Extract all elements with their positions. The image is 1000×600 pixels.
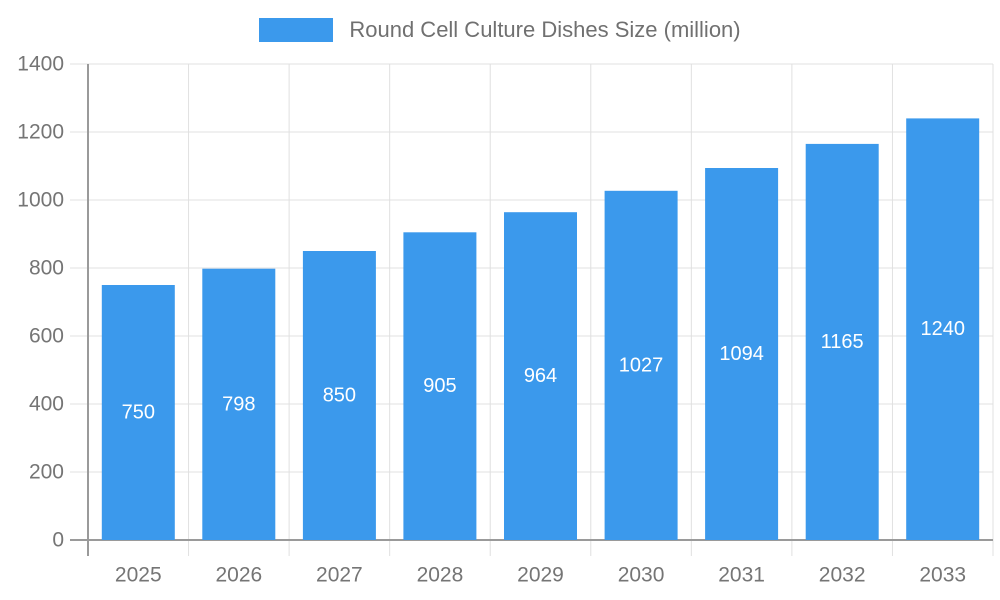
x-tick-label-2030: 2030 xyxy=(618,564,665,587)
x-tick-label-2031: 2031 xyxy=(718,564,765,587)
y-tick-label-200: 200 xyxy=(29,461,64,484)
x-tick-label-2025: 2025 xyxy=(115,564,162,587)
y-tick-label-1000: 1000 xyxy=(17,189,64,212)
bar-2028[interactable] xyxy=(403,232,477,541)
x-tick-label-2033: 2033 xyxy=(919,564,966,587)
x-tick-label-2027: 2027 xyxy=(316,564,363,587)
bar-value-label-2031: 1094 xyxy=(719,343,764,365)
bar-2027[interactable] xyxy=(302,251,376,540)
x-tick-label-2028: 2028 xyxy=(417,564,464,587)
bar-2032[interactable] xyxy=(805,143,879,540)
y-tick-label-1200: 1200 xyxy=(17,121,64,144)
bar-2030[interactable] xyxy=(604,190,678,541)
y-axis-labels: 0 200 400 600 800 1000 1200 1400 xyxy=(17,53,64,552)
x-tick-label-2032: 2032 xyxy=(819,564,866,587)
gridlines xyxy=(70,63,994,556)
x-tick-label-2026: 2026 xyxy=(215,564,262,587)
x-axis-labels: 2025 2026 2027 2028 2029 2030 2031 2032 2033 xyxy=(115,564,966,587)
bar-2029[interactable] xyxy=(504,212,577,540)
bars: 750 798 850 905 964 1027 1094 1165 1240 xyxy=(101,118,980,541)
y-tick-label-800: 800 xyxy=(29,257,64,280)
y-tick-label-0: 0 xyxy=(52,529,64,552)
y-tick-label-400: 400 xyxy=(29,393,64,416)
x-tick-label-2029: 2029 xyxy=(517,564,564,587)
bar-value-label-2032: 1165 xyxy=(821,331,864,353)
bar-value-label-2027: 850 xyxy=(323,385,356,407)
bar-2031[interactable] xyxy=(705,168,779,540)
bar-2025[interactable] xyxy=(101,285,175,540)
y-tick-label-600: 600 xyxy=(29,325,64,348)
bar-2026[interactable] xyxy=(202,268,276,540)
bar-value-label-2026: 798 xyxy=(222,393,255,415)
legend-series-label[interactable]: Round Cell Culture Dishes Size (million) xyxy=(349,17,741,42)
bar-value-label-2029: 964 xyxy=(524,365,557,387)
legend-swatch[interactable] xyxy=(259,18,334,42)
y-tick-label-1400: 1400 xyxy=(17,53,64,76)
bar-value-label-2028: 905 xyxy=(423,375,456,397)
bar-2033[interactable] xyxy=(906,118,980,541)
bar-value-label-2025: 750 xyxy=(122,402,155,424)
bar-value-label-2033: 1240 xyxy=(920,318,965,340)
legend: Round Cell Culture Dishes Size (million) xyxy=(0,18,1000,42)
bar-value-label-2030: 1027 xyxy=(619,354,664,376)
